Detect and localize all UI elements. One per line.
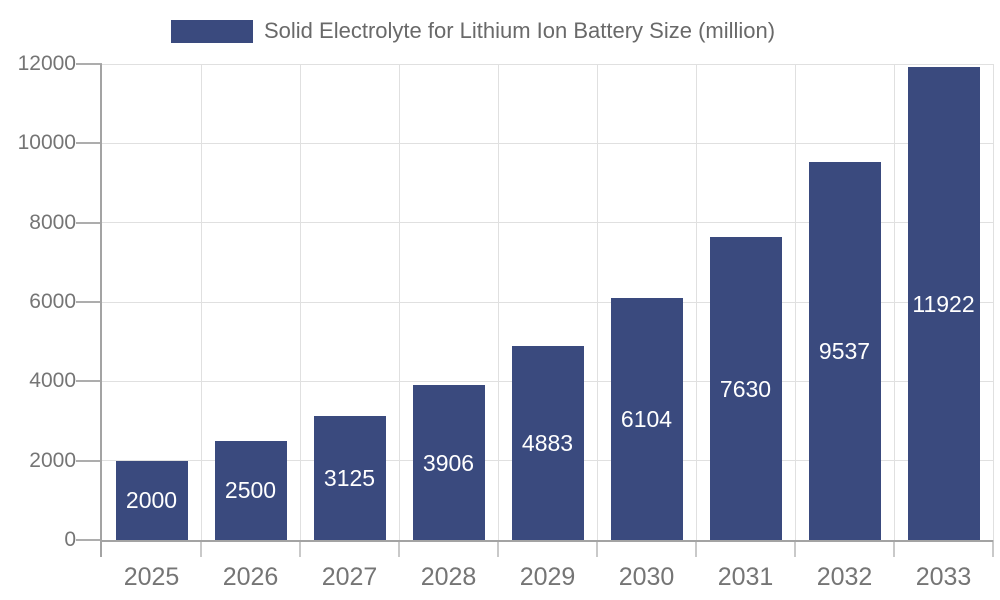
- y-tick-label-6000: 6000: [29, 290, 76, 313]
- x-tick-label-2029: 2029: [519, 563, 576, 591]
- bar-value-label-2032: 9537: [818, 337, 871, 364]
- x-tick-label-2026: 2026: [222, 563, 279, 591]
- y-tick-label-10000: 10000: [17, 131, 76, 155]
- y-tick-label-8000: 8000: [29, 210, 76, 234]
- h-gridline-12000: [102, 63, 993, 65]
- x-axis-tick-9: [992, 540, 994, 557]
- x-axis-tick-8: [893, 540, 895, 557]
- bar-2025[interactable]: [115, 460, 188, 540]
- x-axis-tick-7: [794, 540, 796, 557]
- y-axis-tick-0: [76, 539, 102, 541]
- v-gridline-7: [794, 64, 796, 540]
- h-gridline-8000: [102, 222, 993, 224]
- bar-value-label-2031: 7630: [719, 375, 772, 402]
- x-tick-label-2025: 2025: [123, 563, 180, 591]
- x-tick-label-2032: 2032: [816, 563, 873, 591]
- y-axis-tick-6000: [76, 301, 102, 303]
- bar-value-label-2025: 2000: [125, 487, 178, 514]
- y-axis-tick-10000: [76, 142, 102, 145]
- legend-label: Solid Electrolyte for Lithium Ion Batter…: [264, 18, 776, 43]
- y-tick-label-0: 0: [64, 528, 76, 551]
- x-axis-tick-6: [695, 540, 697, 557]
- bar-2031[interactable]: [709, 237, 782, 540]
- x-tick-label-2033: 2033: [915, 563, 972, 591]
- bar-2027[interactable]: [313, 416, 386, 540]
- y-axis-tick-12000: [76, 63, 102, 65]
- v-gridline-8: [893, 64, 895, 540]
- x-axis-line: [100, 540, 993, 542]
- x-tick-label-2030: 2030: [618, 563, 675, 591]
- y-tick-label-2000: 2000: [29, 448, 76, 472]
- v-gridline-1: [200, 64, 202, 540]
- x-axis-tick-4: [497, 540, 499, 557]
- v-gridline-9: [992, 64, 994, 540]
- bar-value-label-2026: 2500: [224, 477, 277, 504]
- v-gridline-6: [695, 64, 697, 540]
- y-axis-tick-2000: [76, 459, 102, 462]
- x-tick-label-2028: 2028: [420, 563, 477, 591]
- y-axis-tick-8000: [76, 221, 102, 224]
- bar-value-label-2030: 6104: [620, 405, 673, 432]
- v-gridline-5: [596, 64, 598, 540]
- y-axis-tick-4000: [76, 380, 102, 383]
- bar-2033[interactable]: [907, 67, 980, 540]
- bar-value-label-2028: 3906: [422, 449, 475, 476]
- x-axis-tick-5: [596, 540, 598, 557]
- bar-2032[interactable]: [808, 161, 881, 540]
- x-axis-tick-1: [200, 540, 202, 557]
- x-tick-label-2027: 2027: [321, 563, 378, 591]
- y-axis-line: [100, 64, 102, 557]
- h-gridline-10000: [102, 142, 993, 144]
- bar-2029[interactable]: [511, 346, 584, 540]
- y-tick-label-12000: 12000: [17, 52, 76, 75]
- y-tick-label-4000: 4000: [29, 369, 76, 393]
- v-gridline-2: [299, 64, 301, 540]
- legend-item[interactable]: Solid Electrolyte for Lithium Ion Batter…: [171, 18, 775, 44]
- bar-2030[interactable]: [610, 297, 683, 540]
- x-axis-tick-2: [299, 540, 301, 557]
- bar-value-label-2033: 11922: [912, 290, 975, 317]
- v-gridline-3: [398, 64, 400, 540]
- bar-2028[interactable]: [412, 385, 485, 540]
- h-gridline-6000: [102, 301, 993, 303]
- x-axis-tick-3: [398, 540, 400, 557]
- bar-value-label-2029: 4883: [521, 430, 574, 457]
- x-tick-label-2031: 2031: [717, 563, 774, 591]
- v-gridline-4: [497, 64, 499, 540]
- legend-swatch: [171, 19, 253, 43]
- bar-value-label-2027: 3125: [323, 465, 376, 492]
- bar-2026[interactable]: [214, 440, 287, 540]
